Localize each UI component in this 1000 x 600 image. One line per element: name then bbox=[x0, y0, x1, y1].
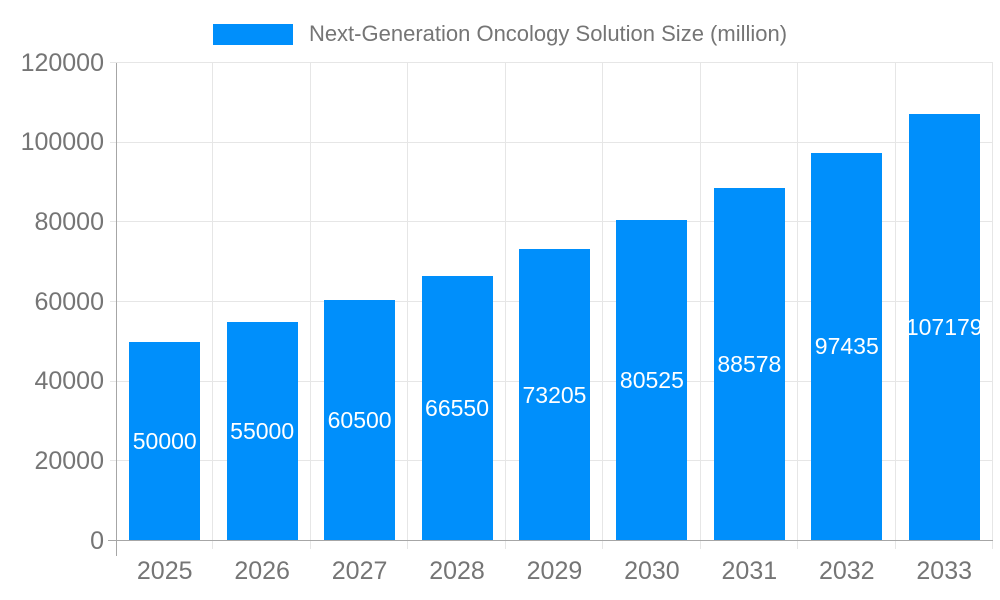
y-tick-label: 120000 bbox=[20, 48, 104, 77]
x-tick-label: 2033 bbox=[916, 557, 973, 585]
y-tick-label: 0 bbox=[90, 526, 104, 555]
x-tick-label: 2029 bbox=[526, 557, 583, 585]
y-tick-label: 20000 bbox=[34, 446, 104, 475]
bar-slot: 66550 bbox=[408, 63, 505, 541]
bar-value-label: 107179 bbox=[908, 314, 980, 341]
y-axis-labels: 0 20000 40000 60000 80000 100000 120000 bbox=[0, 49, 104, 554]
x-tick-label: 2025 bbox=[136, 557, 193, 585]
bar-slot: 107179 bbox=[896, 63, 993, 541]
gridline-horizontal bbox=[110, 62, 993, 63]
y-tick-label: 40000 bbox=[34, 366, 104, 395]
x-tick-label: 2028 bbox=[429, 557, 485, 585]
gridline-vertical bbox=[699, 63, 701, 549]
gridline-horizontal bbox=[110, 221, 993, 223]
y-tick-label: 80000 bbox=[34, 207, 104, 236]
bar-slot: 73205 bbox=[506, 63, 603, 541]
gridline-vertical bbox=[992, 63, 993, 549]
bar-slot: 88578 bbox=[701, 63, 798, 541]
bar-2030: 80525 bbox=[616, 220, 688, 541]
gridline-vertical bbox=[894, 63, 896, 549]
legend-swatch bbox=[212, 23, 293, 45]
x-tick-label: 2031 bbox=[721, 557, 778, 585]
legend-label: Next-Generation Oncology Solution Size (… bbox=[308, 21, 788, 46]
gridline-horizontal bbox=[110, 141, 993, 143]
bar-slot: 55000 bbox=[213, 63, 310, 541]
bar-slot: 97435 bbox=[798, 63, 895, 541]
bar-2033: 107179 bbox=[908, 114, 980, 541]
bar-2026: 55000 bbox=[226, 321, 298, 541]
bar-value-label: 97435 bbox=[814, 333, 879, 360]
gridline-vertical bbox=[504, 63, 506, 549]
x-axis-labels: 2025 2026 2027 2028 2029 2030 2031 2032 2033 bbox=[116, 557, 993, 586]
bar-value-label: 60500 bbox=[327, 407, 392, 433]
bar-slot: 80525 bbox=[603, 63, 700, 541]
chart-legend[interactable]: Next-Generation Oncology Solution Size (… bbox=[0, 21, 1000, 47]
plot-area: 50000 55000 60500 66550 73205 80525 88578 97435… bbox=[110, 62, 993, 549]
bar-value-label: 80525 bbox=[619, 367, 684, 394]
bar-2027: 60500 bbox=[324, 300, 396, 541]
bar-value-label: 55000 bbox=[230, 417, 295, 444]
y-tick-label: 60000 bbox=[34, 287, 104, 316]
bar-2031: 88578 bbox=[713, 188, 785, 541]
x-tick-label: 2026 bbox=[234, 557, 290, 585]
bar-2025: 50000 bbox=[129, 341, 201, 541]
bar-slot: 50000 bbox=[116, 63, 213, 541]
gridline-vertical bbox=[407, 63, 409, 549]
y-axis-line bbox=[116, 63, 117, 556]
bar-value-label: 73205 bbox=[522, 381, 587, 408]
gridline-vertical bbox=[212, 63, 214, 549]
x-tick-label: 2032 bbox=[818, 557, 875, 585]
gridline-vertical bbox=[309, 63, 311, 549]
bars-container: 50000 55000 60500 66550 73205 80525 88578 97435… bbox=[116, 63, 993, 541]
bar-slot: 60500 bbox=[311, 63, 408, 541]
gridline-vertical bbox=[797, 63, 799, 549]
bar-2028: 66550 bbox=[421, 275, 493, 541]
bar-2029: 73205 bbox=[518, 249, 590, 541]
y-tick-label: 100000 bbox=[20, 127, 104, 156]
x-axis-line bbox=[108, 540, 993, 541]
x-tick-label: 2027 bbox=[331, 557, 388, 585]
bar-value-label: 66550 bbox=[425, 394, 490, 421]
bar-2032: 97435 bbox=[811, 152, 883, 541]
bar-value-label: 50000 bbox=[132, 427, 197, 454]
x-tick-label: 2030 bbox=[624, 557, 680, 585]
gridline-vertical bbox=[602, 63, 604, 549]
bar-value-label: 88578 bbox=[717, 351, 782, 378]
